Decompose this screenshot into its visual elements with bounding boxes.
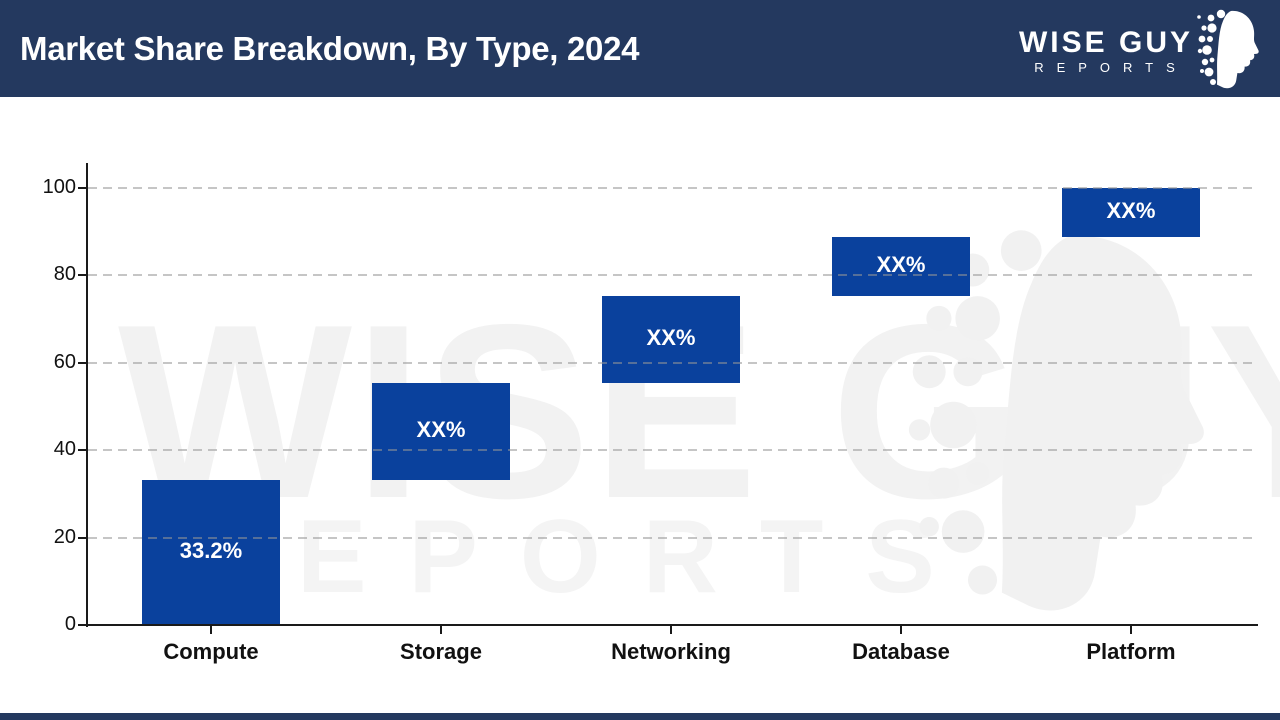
bar-platform — [1062, 187, 1200, 237]
wise-guy-logo: WISE GUY REPORTS — [1016, 4, 1266, 94]
x-tick-mark — [440, 626, 442, 634]
y-tick-label: 80 — [53, 263, 76, 285]
y-tick-mark — [78, 186, 86, 189]
dotted-face-profile-icon — [1197, 9, 1259, 89]
header-bar: Market Share Breakdown, By Type, 2024 WI… — [0, 0, 1280, 97]
x-category-label: Platform — [1086, 639, 1176, 664]
bar-value-label: XX% — [1106, 198, 1156, 223]
bar-value-label: XX% — [416, 417, 466, 443]
watermark-face-dots — [905, 230, 1204, 611]
gridline — [88, 186, 1258, 189]
y-tick-label: 0 — [64, 613, 76, 635]
x-category-label: Database — [852, 639, 950, 664]
bar-value-label: XX% — [876, 252, 926, 278]
x-axis-line — [86, 624, 1258, 626]
watermark-subtitle: REPORTS — [180, 499, 977, 615]
bar-storage — [372, 383, 510, 480]
logo-wordmark: WISE GUY — [1018, 26, 1193, 59]
bar-compute — [142, 479, 280, 625]
x-tick-mark — [1130, 626, 1132, 634]
x-category-label: Compute — [163, 639, 259, 664]
x-category-label: Networking — [611, 639, 731, 664]
y-axis-line — [86, 163, 88, 627]
logo-subtitle: REPORTS — [1034, 60, 1188, 75]
bar-networking — [602, 295, 740, 384]
bar-database — [832, 236, 970, 296]
bar-value-label: XX% — [646, 325, 696, 351]
x-tick-mark — [900, 626, 902, 634]
chart-plot-area: 0 20 40 60 80 100 33.2% Compute XX% Storage XX% Net… — [0, 97, 1280, 713]
y-tick-mark — [78, 361, 86, 364]
y-tick-mark — [78, 536, 86, 539]
x-tick-mark — [670, 626, 672, 634]
y-tick-mark — [78, 274, 86, 276]
gridline — [88, 536, 1258, 539]
chart-title: Market Share Breakdown, By Type, 2024 — [20, 29, 640, 67]
y-tick-label: 40 — [53, 438, 76, 460]
y-tick-label: 60 — [53, 350, 76, 373]
gridline — [88, 274, 1258, 276]
bar-value-label: 33.2% — [179, 538, 243, 564]
y-tick-mark — [78, 624, 86, 626]
gridline — [88, 361, 1258, 364]
x-category-label: Storage — [400, 639, 482, 664]
y-tick-mark — [78, 449, 86, 451]
gridline — [88, 449, 1258, 451]
y-tick-label: 20 — [53, 525, 76, 548]
y-tick-label: 100 — [42, 175, 76, 198]
x-tick-mark — [210, 626, 212, 634]
logo-text: WISE GUY REPORTS — [1016, 26, 1196, 76]
footer-bar — [0, 713, 1280, 720]
